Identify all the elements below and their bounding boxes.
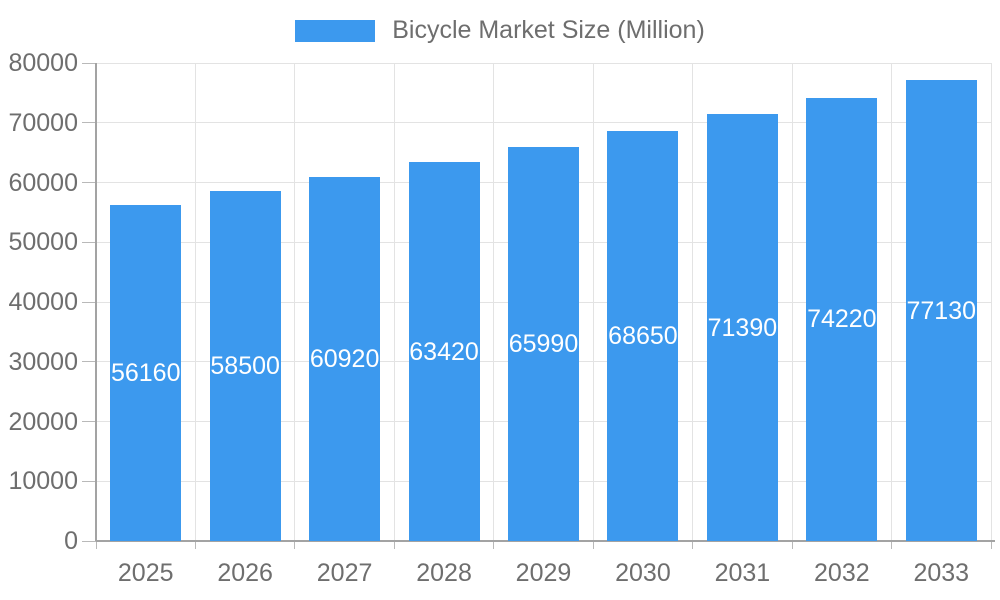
y-axis-tick-label: 0 [64,527,78,555]
y-axis-line [95,63,97,541]
bar-2031 [706,114,778,541]
grid-line-vertical [592,63,594,541]
y-axis-tick [82,122,96,124]
grid-line-vertical [990,63,992,541]
y-axis-tick-label: 40000 [8,288,78,316]
y-axis-tick-label: 50000 [8,228,78,257]
grid-line-vertical [891,63,893,541]
grid-line-vertical [692,63,694,541]
x-axis-tick-label: 2025 [117,559,174,587]
x-axis-tick [493,541,495,549]
grid-line-vertical [791,63,793,541]
bar-value-label: 74220 [807,305,877,334]
bar-2033 [905,80,977,541]
bar-value-label: 71390 [707,313,778,342]
grid-line-vertical [194,63,196,541]
y-axis-tick-label: 30000 [8,347,78,376]
bar-2032 [806,97,878,541]
bar-2027 [309,177,381,541]
bar-value-label: 63420 [409,337,479,366]
y-axis-tick-label: 60000 [8,168,78,197]
legend: Bicycle Market Size (Million) [0,16,1000,45]
bar-value-label: 65990 [508,329,579,358]
x-axis-tick [891,541,893,549]
y-axis-tick-label: 20000 [8,407,78,436]
grid-line-vertical [294,63,296,541]
bar-value-label: 58500 [210,352,280,381]
legend-label: Bicycle Market Size (Million) [392,16,705,44]
x-axis-tick [393,541,395,549]
y-axis-tick-label: 80000 [8,49,78,77]
y-axis-tick [82,62,96,64]
y-axis-tick-label: 70000 [8,108,78,137]
bar-value-label: 68650 [608,321,678,350]
x-axis-tick-label: 2030 [615,559,671,587]
y-axis-tick-label: 10000 [8,467,78,496]
x-axis-tick-label: 2027 [316,559,373,587]
x-axis-tick [592,541,594,549]
bar-2030 [607,130,679,541]
bar-2029 [508,146,579,541]
bar-2026 [209,191,281,541]
bar-2028 [408,162,480,541]
x-axis-tick-label: 2029 [515,559,572,587]
legend-item[interactable]: Bicycle Market Size (Million) [295,16,705,45]
bar-2025 [110,205,182,541]
x-axis-tick [194,541,196,549]
y-axis-tick [82,421,96,422]
grid-line-vertical [493,63,495,541]
legend-swatch-icon [295,19,376,42]
y-axis-tick [82,241,96,243]
bar-value-label: 56160 [110,359,181,388]
grid-line-horizontal [96,122,991,124]
y-axis-tick [82,361,96,363]
x-axis-tick-label: 2032 [814,559,870,587]
x-axis-tick-label: 2028 [416,559,472,587]
grid-line-horizontal [96,62,991,64]
x-axis-tick [294,541,296,549]
y-axis-tick [82,182,96,183]
bar-value-label: 77130 [906,296,977,325]
x-axis-line [96,540,995,542]
grid-line-vertical [393,63,395,541]
x-axis-tick-label: 2031 [714,559,771,587]
x-axis-tick-label: 2026 [217,559,273,587]
x-axis-tick [990,541,992,549]
y-axis-tick [82,480,96,482]
x-axis-tick [692,541,694,549]
y-axis-tick [82,540,96,542]
y-axis-tick [82,301,96,303]
x-axis-tick-label: 2033 [913,559,970,587]
x-axis-tick [95,541,97,549]
bar-value-label: 60920 [309,345,380,373]
x-axis-tick [791,541,793,549]
